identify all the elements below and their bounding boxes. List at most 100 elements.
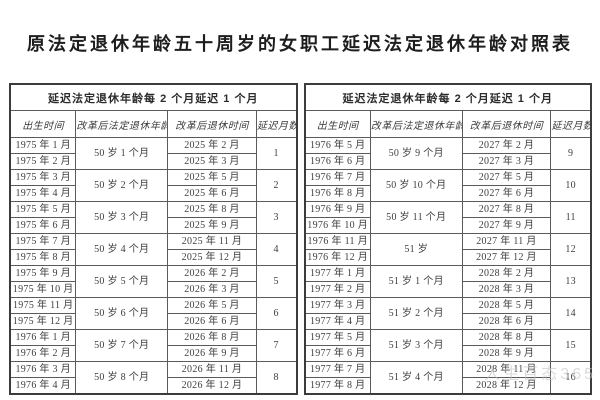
table-row: 1975 年 2 月 2025 年 3 月	[9, 153, 297, 170]
column-header: 改革后退休时间	[167, 110, 257, 138]
new-retirement-time-cell: 2028 年 8 月	[461, 329, 552, 346]
birth-date-cell: 1976 年 10 月	[304, 217, 371, 234]
page-title: 原法定退休年龄五十周岁的女职工延迟法定退休年龄对照表	[27, 34, 573, 54]
new-retirement-time-cell: 2028 年 5 月	[461, 297, 552, 314]
table-row: 1976 年 9 月 50 岁 11 个月 2027 年 8 月 11	[304, 201, 592, 234]
tables-container: 延迟法定退休年龄每 2 个月延迟 1 个月 出生时间 改革后法定退休年龄 改革后退休时…	[9, 83, 592, 395]
birth-date-cell: 1975 年 11 月	[9, 297, 77, 314]
table-span-header: 延迟法定退休年龄每 2 个月延迟 1 个月	[304, 83, 592, 111]
delay-months-cell: 4	[255, 233, 298, 266]
new-retirement-age-cell: 50 岁 4 个月	[75, 233, 169, 266]
table-row: 1977 年 7 月 51 岁 4 个月 2028 年 11 月 16	[304, 361, 592, 395]
column-header: 改革后退休时间	[461, 110, 552, 138]
new-retirement-age-cell: 50 岁 5 个月	[75, 265, 169, 298]
birth-date-cell: 1977 年 8 月	[304, 377, 371, 395]
birth-date-cell: 1976 年 6 月	[304, 153, 371, 170]
new-retirement-age-cell: 50 岁 9 个月	[369, 137, 463, 170]
delay-months-cell: 2	[255, 169, 298, 202]
retirement-table-left: 延迟法定退休年龄每 2 个月延迟 1 个月 出生时间 改革后法定退休年龄 改革后退休时…	[9, 83, 298, 395]
delay-months-cell: 10	[550, 169, 592, 202]
new-retirement-time-cell: 2026 年 6 月	[167, 313, 257, 330]
new-retirement-time-cell: 2027 年 2 月	[461, 137, 552, 154]
new-retirement-time-cell: 2027 年 11 月	[461, 233, 552, 250]
birth-date-cell: 1975 年 2 月	[9, 153, 77, 170]
new-retirement-age-cell: 51 岁	[369, 233, 463, 266]
birth-date-cell: 1975 年 8 月	[9, 249, 77, 266]
table-row: 1977 年 3 月 51 岁 2 个月 2028 年 5 月 14	[304, 297, 592, 330]
delay-months-cell: 11	[550, 201, 592, 234]
delay-months-cell: 15	[550, 329, 592, 362]
new-retirement-age-cell: 50 岁 2 个月	[75, 169, 169, 202]
column-header: 出生时间	[304, 110, 371, 138]
table-span-header: 延迟法定退休年龄每 2 个月延迟 1 个月	[9, 83, 297, 111]
new-retirement-time-cell: 2026 年 3 月	[167, 281, 257, 298]
birth-date-cell: 1976 年 5 月	[304, 137, 371, 154]
delay-months-cell: 1	[255, 137, 298, 170]
birth-date-cell: 1976 年 3 月	[9, 361, 77, 378]
birth-date-cell: 1976 年 1 月	[9, 329, 77, 346]
new-retirement-time-cell: 2026 年 5 月	[167, 297, 257, 314]
birth-date-cell: 1977 年 3 月	[304, 297, 371, 314]
new-retirement-time-cell: 2026 年 9 月	[167, 345, 257, 362]
column-header: 延迟月数	[550, 110, 592, 138]
new-retirement-time-cell: 2026 年 8 月	[167, 329, 257, 346]
new-retirement-age-cell: 51 岁 4 个月	[369, 361, 463, 395]
new-retirement-time-cell: 2026 年 2 月	[167, 265, 257, 282]
birth-date-cell: 1975 年 7 月	[9, 233, 77, 250]
birth-date-cell: 1977 年 6 月	[304, 345, 371, 362]
new-retirement-time-cell: 2027 年 6 月	[461, 185, 552, 202]
column-header: 改革后法定退休年龄	[75, 110, 169, 138]
birth-date-cell: 1975 年 5 月	[9, 201, 77, 218]
birth-date-cell: 1976 年 12 月	[304, 249, 371, 266]
new-retirement-age-cell: 51 岁 3 个月	[369, 329, 463, 362]
table-row: 1976 年 11 月 51 岁 2027 年 11 月 12	[304, 233, 592, 266]
new-retirement-time-cell: 2025 年 9 月	[167, 217, 257, 234]
table-row: 1976 年 4 月 2026 年 12 月	[9, 377, 297, 395]
retirement-table-right: 延迟法定退休年龄每 2 个月延迟 1 个月 出生时间 改革后法定退休年龄 改革后退休时…	[303, 83, 592, 395]
birth-date-cell: 1977 年 7 月	[304, 361, 371, 378]
new-retirement-time-cell: 2025 年 8 月	[167, 201, 257, 218]
new-retirement-time-cell: 2026 年 11 月	[167, 361, 257, 378]
delay-months-cell: 12	[550, 233, 592, 266]
table-row: 1977 年 5 月 51 岁 3 个月 2028 年 8 月 15	[304, 329, 592, 362]
birth-date-cell: 1975 年 9 月	[9, 265, 77, 282]
new-retirement-time-cell: 2028 年 2 月	[461, 265, 552, 282]
birth-date-cell: 1976 年 2 月	[9, 345, 77, 362]
new-retirement-time-cell: 2025 年 12 月	[167, 249, 257, 266]
birth-date-cell: 1975 年 12 月	[9, 313, 77, 330]
table-row: 1976 年 10 月 2027 年 9 月	[304, 217, 592, 234]
new-retirement-age-cell: 50 岁 6 个月	[75, 297, 169, 330]
new-retirement-time-cell: 2026 年 12 月	[167, 377, 257, 395]
delay-months-cell: 8	[255, 361, 298, 395]
delay-months-cell: 9	[550, 137, 592, 170]
column-header: 延迟月数	[255, 110, 298, 138]
table-row: 1975 年 8 月 2025 年 12 月	[9, 249, 297, 266]
new-retirement-time-cell: 2027 年 3 月	[461, 153, 552, 170]
birth-date-cell: 1976 年 4 月	[9, 377, 77, 395]
birth-date-cell: 1975 年 3 月	[9, 169, 77, 186]
delay-months-cell: 13	[550, 265, 592, 298]
new-retirement-age-cell: 50 岁 11 个月	[369, 201, 463, 234]
delay-months-cell: 16	[550, 361, 592, 395]
column-header: 改革后法定退休年龄	[369, 110, 463, 138]
new-retirement-age-cell: 50 岁 1 个月	[75, 137, 169, 170]
new-retirement-time-cell: 2028 年 11 月	[461, 361, 552, 378]
birth-date-cell: 1977 年 2 月	[304, 281, 371, 298]
table-row: 1976 年 7 月 50 岁 10 个月 2027 年 5 月 10	[304, 169, 592, 202]
birth-date-cell: 1975 年 4 月	[9, 185, 77, 202]
new-retirement-time-cell: 2027 年 8 月	[461, 201, 552, 218]
delay-months-cell: 5	[255, 265, 298, 298]
delay-months-cell: 14	[550, 297, 592, 330]
birth-date-cell: 1977 年 1 月	[304, 265, 371, 282]
delay-months-cell: 3	[255, 201, 298, 234]
new-retirement-age-cell: 51 岁 2 个月	[369, 297, 463, 330]
new-retirement-age-cell: 50 岁 8 个月	[75, 361, 169, 395]
new-retirement-time-cell: 2028 年 12 月	[461, 377, 552, 395]
